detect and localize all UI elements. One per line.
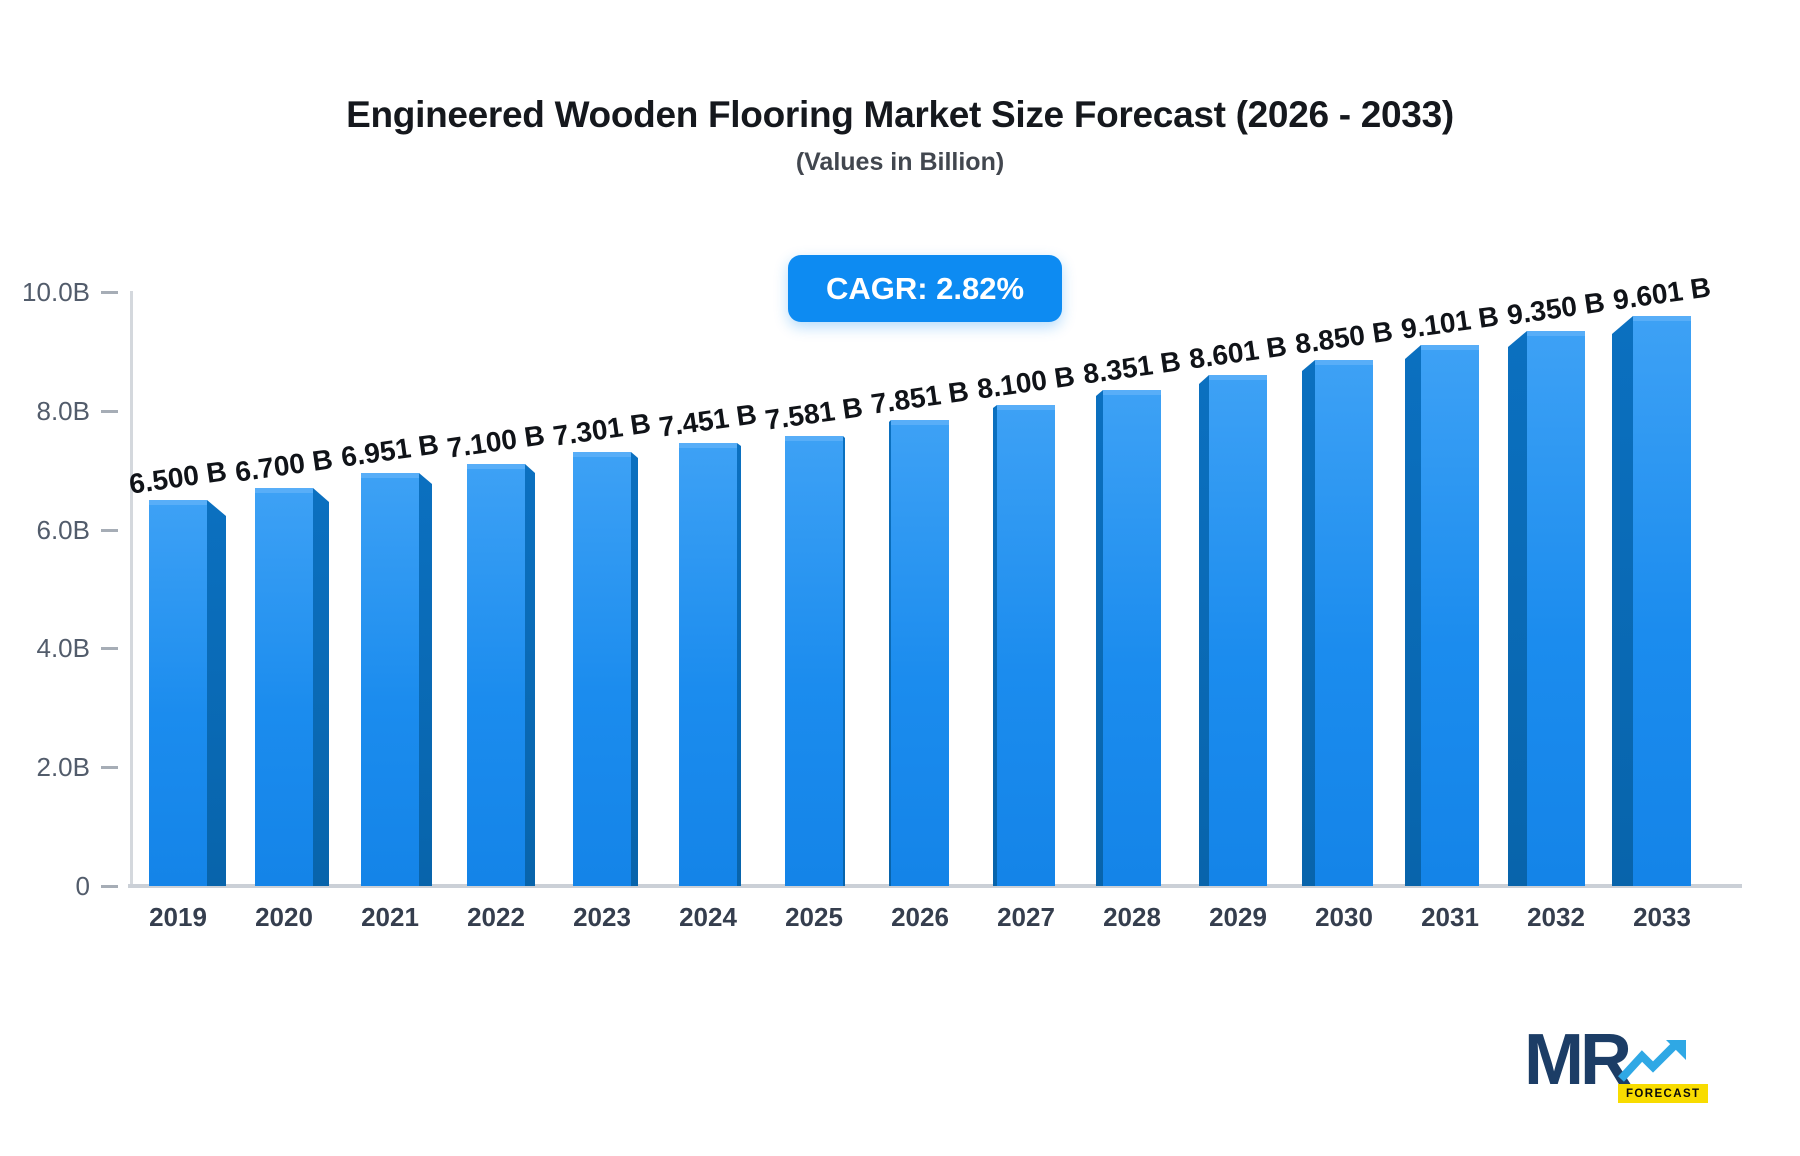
bar [993,405,1055,886]
mrforecast-logo: MR FORECAST [1524,1024,1749,1128]
y-tick-label: 2.0B [36,752,91,783]
logo-mr-text: MR [1524,1020,1632,1100]
x-tick-label: 2028 [1103,902,1161,932]
bar-side-face [1302,360,1315,886]
bar [785,436,845,886]
y-tick-label: 0 [75,871,90,901]
bar-side-face [419,473,432,886]
x-tick-label: 2024 [679,902,737,932]
bar-side-face [525,464,535,886]
y-tick-mark [101,766,118,770]
bar [573,452,638,886]
bar [1199,375,1267,886]
bar-front-face [891,420,949,886]
chart-subtitle: (Values in Billion) [795,148,1005,176]
x-tick-label: 2023 [573,902,631,932]
bar-front-face [149,500,207,886]
bar-side-face [993,405,997,886]
y-tick-label: 4.0B [36,633,91,664]
bar-side-face [1199,375,1209,886]
bar [1612,316,1691,886]
y-tick-mark [101,291,118,294]
bar-side-face [1096,390,1103,886]
bar-side-face [1508,331,1527,886]
x-tick-label: 2029 [1209,902,1267,932]
bar [889,420,949,886]
y-tick-mark [101,647,118,651]
bar-side-face [631,452,638,886]
bar-front-face [1527,331,1585,886]
x-tick-label: 2019 [149,902,207,932]
bar [1096,390,1161,886]
bar-side-face [313,488,329,886]
x-tick-label: 2033 [1633,902,1691,932]
bar [467,464,535,886]
logo-trend-arrow-icon [1618,1040,1686,1082]
bar [679,443,741,886]
x-tick-label: 2026 [891,902,949,932]
bar-side-face [889,420,891,886]
x-axis-line [128,884,1742,888]
bar-front-face [573,452,631,886]
bar-front-face [1421,345,1479,886]
logo-forecast-tag: FORECAST [1618,1084,1709,1103]
y-tick-mark [101,528,118,532]
x-tick-label: 2030 [1315,902,1373,932]
bar-front-face [255,488,313,886]
bar-side-face [843,436,845,886]
bar [255,488,329,886]
bar-side-face [1612,316,1633,886]
bar-front-face [679,443,737,886]
chart-title: Engineered Wooden Flooring Market Size F… [346,94,1454,135]
cagr-badge: CAGR: 2.82% [788,255,1062,322]
x-tick-label: 2021 [361,902,419,932]
bar-front-face [1633,316,1691,886]
bar-value-label: 9.601 B [1611,271,1713,316]
y-tick-label: 8.0B [36,395,91,426]
y-tick-mark [101,885,118,888]
bar-front-face [785,436,843,886]
bar-front-face [1209,375,1267,886]
bar-front-face [361,473,419,886]
bar-side-face [1405,345,1421,886]
x-tick-label: 2031 [1421,902,1479,932]
y-tick-label: 6.0B [36,514,91,545]
bar-front-face [997,405,1055,886]
y-axis-line [130,291,133,886]
bar [1508,331,1585,886]
bar [1405,345,1479,886]
x-tick-label: 2032 [1527,902,1585,932]
bar [1302,360,1373,886]
bar-side-face [737,443,741,886]
bar-front-face [1315,360,1373,886]
x-tick-label: 2025 [785,902,843,932]
x-tick-label: 2020 [255,902,313,932]
bar-front-face [1103,390,1161,886]
y-tick-label: 10.0B [22,277,90,307]
bar [149,500,226,886]
y-tick-mark [101,409,118,413]
bar-front-face [467,464,525,886]
bar-side-face [207,500,226,886]
x-tick-label: 2027 [997,902,1055,932]
bar [361,473,432,886]
x-tick-label: 2022 [467,902,525,932]
